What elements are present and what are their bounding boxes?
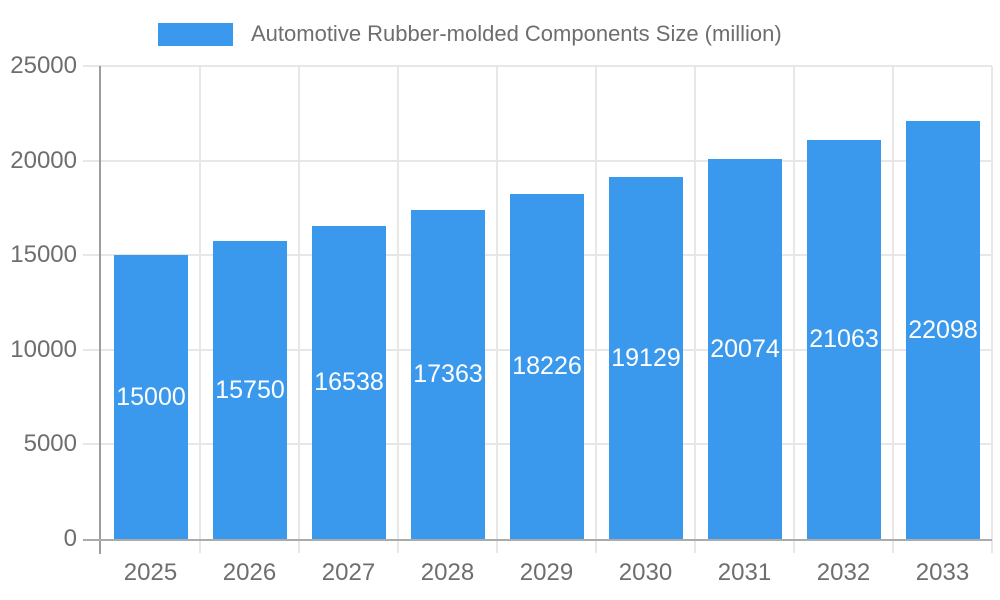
y-tick-label: 0 xyxy=(63,525,77,552)
x-tick-label: 2028 xyxy=(420,559,475,586)
bar-value-label: 19129 xyxy=(611,343,681,372)
legend-item[interactable]: Automotive Rubber-molded Components Size… xyxy=(158,21,782,47)
y-axis-line xyxy=(99,66,101,554)
x-tick-label: 2025 xyxy=(123,559,178,586)
bar-2033[interactable]: 22098 xyxy=(906,121,980,539)
bar-value-label: 22098 xyxy=(908,315,978,344)
plot-area: 0 5000 10000 15000 20000 25000 15000 2025 15750 2… xyxy=(10,54,993,585)
x-tick-label: 2027 xyxy=(321,559,376,586)
v-gridline xyxy=(793,66,795,553)
h-gridline xyxy=(83,159,992,162)
bar-2026[interactable]: 15750 xyxy=(213,241,287,539)
bar-2028[interactable]: 17363 xyxy=(411,210,485,539)
x-tick-label: 2031 xyxy=(717,559,772,586)
x-tick-label: 2033 xyxy=(915,559,970,586)
bar-2027[interactable]: 16538 xyxy=(312,226,386,539)
bar-2029[interactable]: 18226 xyxy=(510,194,584,539)
y-tick-label: 20000 xyxy=(10,146,77,174)
bar-value-label: 17363 xyxy=(413,360,483,388)
bar-2032[interactable]: 21063 xyxy=(807,140,881,539)
x-tick-label: 2029 xyxy=(519,559,574,586)
y-tick-label: 25000 xyxy=(10,52,77,79)
bar-value-label: 20074 xyxy=(710,334,780,363)
v-gridline xyxy=(298,66,300,553)
bar-value-label: 18226 xyxy=(512,352,582,380)
v-gridline xyxy=(496,66,498,553)
x-axis-line xyxy=(83,539,992,541)
v-gridline xyxy=(892,66,894,553)
v-gridline xyxy=(694,66,696,553)
v-gridline xyxy=(595,66,597,553)
bar-2031[interactable]: 20074 xyxy=(708,159,782,539)
bar-value-label: 15750 xyxy=(215,375,285,404)
legend-label: Automotive Rubber-molded Components Size… xyxy=(251,21,782,46)
v-gridline xyxy=(397,66,399,553)
x-tick-label: 2030 xyxy=(618,559,673,586)
bar-value-label: 21063 xyxy=(809,325,879,353)
legend-swatch-icon xyxy=(158,22,233,46)
v-gridline xyxy=(199,66,201,553)
y-tick-label: 10000 xyxy=(10,335,77,363)
bar-value-label: 16538 xyxy=(314,368,384,396)
x-tick-label: 2032 xyxy=(816,559,871,586)
v-gridline xyxy=(991,66,993,553)
h-gridline xyxy=(83,65,992,67)
y-tick-label: 15000 xyxy=(10,241,77,269)
x-tick-label: 2026 xyxy=(222,559,277,586)
bar-value-label: 15000 xyxy=(116,382,186,411)
bar-2025[interactable]: 15000 xyxy=(114,255,188,539)
bar-2030[interactable]: 19129 xyxy=(609,177,683,539)
y-tick-label: 5000 xyxy=(23,430,77,458)
